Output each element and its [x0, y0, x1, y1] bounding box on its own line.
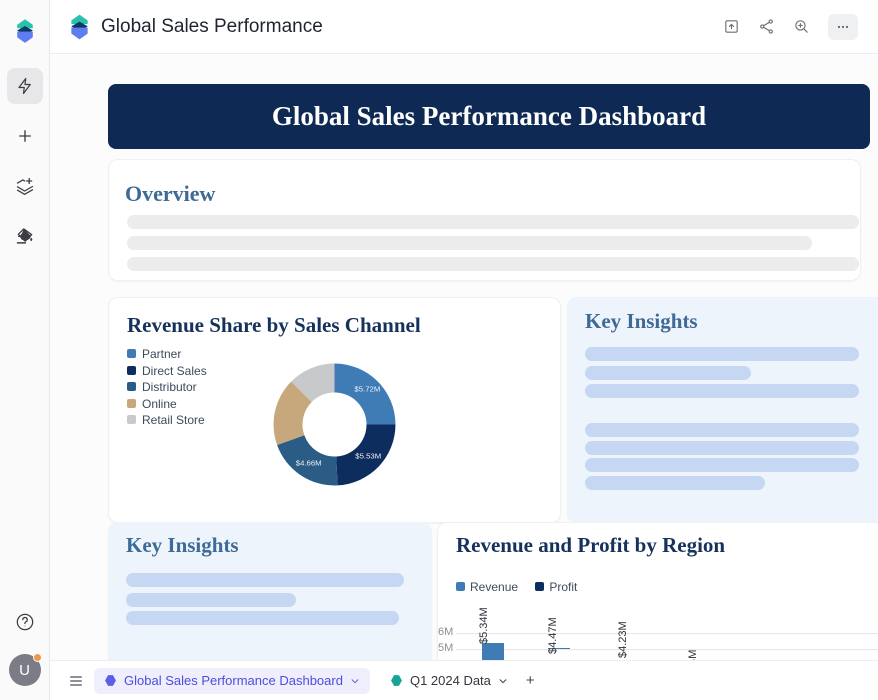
svg-text:$5.53M: $5.53M	[355, 452, 381, 461]
svg-text:$4.66M: $4.66M	[296, 458, 322, 467]
svg-text:$5.72M: $5.72M	[354, 385, 380, 394]
